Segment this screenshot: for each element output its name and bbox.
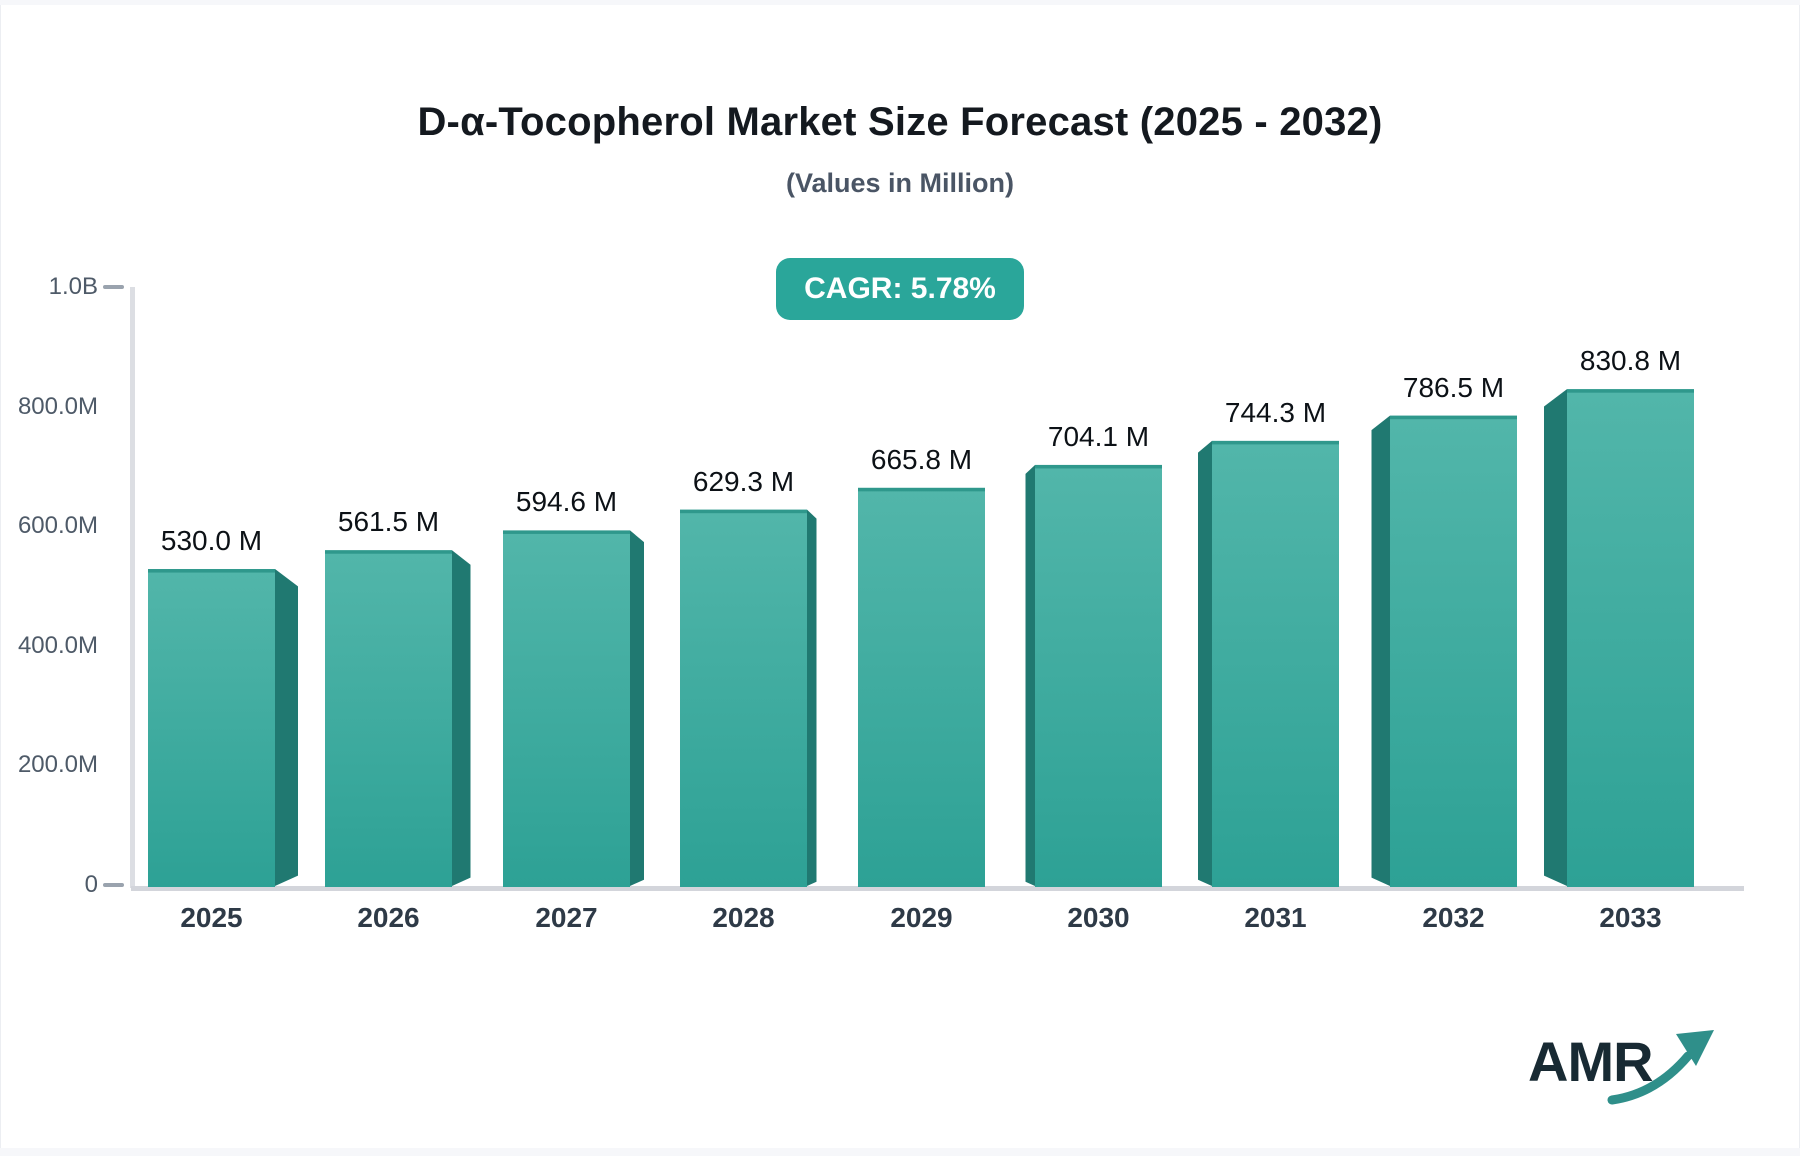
- x-tick-label: 2032: [1422, 902, 1485, 933]
- bar-value-label: 530.0 M: [160, 525, 263, 557]
- y-tick-label: 800.0M: [17, 392, 98, 420]
- bar-top-edge: [1212, 440, 1339, 445]
- bar-2027: [503, 530, 630, 887]
- y-tick-label: 600.0M: [17, 512, 98, 540]
- bar-side-panel: [1544, 389, 1567, 886]
- bar-2030: [1035, 464, 1162, 887]
- x-tick-label: 2030: [1067, 902, 1130, 933]
- bar-value-label: 830.8 M: [1579, 345, 1682, 377]
- cagr-badge: CAGR: 5.78%: [776, 258, 1024, 320]
- y-tick-label: 0: [84, 871, 98, 898]
- x-tick-label: 2026: [357, 902, 420, 933]
- x-axis-line: [131, 886, 1744, 891]
- bar-2028: [680, 509, 807, 887]
- bar-value-label: 786.5 M: [1402, 371, 1505, 403]
- bar-2032: [1390, 415, 1517, 887]
- bar-top-edge: [325, 550, 452, 554]
- bar-value-label: 665.8 M: [870, 443, 973, 475]
- bar-side-panel: [1371, 415, 1390, 886]
- y-tick-label: 1.0B: [48, 273, 98, 300]
- bar-value-label: 629.3 M: [692, 465, 795, 497]
- y-axis-line: [130, 287, 135, 888]
- bar-side-panel: [630, 530, 644, 886]
- x-tick-label: 2028: [712, 902, 775, 933]
- x-tick-label: 2027: [535, 902, 598, 933]
- cagr-badge-row: CAGR: 5.78%: [0, 258, 1800, 320]
- bar-2026: [325, 550, 452, 887]
- bar-top-edge: [148, 569, 275, 573]
- chart-subtitle: (Values in Million): [785, 168, 1015, 198]
- amr-logo: AMR: [1528, 1026, 1728, 1116]
- x-tick-label: 2031: [1244, 902, 1307, 933]
- amr-logo-text: AMR: [1528, 1030, 1654, 1093]
- bar-top-edge: [503, 530, 630, 534]
- bar-top-edge: [1567, 389, 1694, 393]
- y-tick-dash: [103, 285, 124, 289]
- trend-up-arrow-icon: [1607, 1030, 1714, 1105]
- bar-side-panel: [452, 550, 471, 886]
- bar-side-panel: [1198, 440, 1212, 886]
- x-tick-label: 2033: [1599, 902, 1662, 933]
- bar-value-label: 594.6 M: [515, 486, 618, 518]
- bar-2031: [1212, 440, 1339, 887]
- bar-side-panel: [275, 569, 298, 886]
- top-edge-strip: [0, 0, 1800, 5]
- bar-2033: [1567, 389, 1694, 887]
- bar-top-edge: [1390, 415, 1517, 420]
- y-tick-label: 200.0M: [17, 751, 98, 779]
- x-tick-label: 2029: [890, 902, 953, 933]
- bar-side-panel: [807, 509, 817, 886]
- bar-value-label: 561.5 M: [337, 506, 440, 538]
- bar-top-edge: [1035, 464, 1162, 469]
- bar-top-edge: [680, 509, 807, 514]
- y-tick-dash: [103, 883, 124, 887]
- bottom-edge-strip: [0, 1148, 1800, 1156]
- bar-top-edge: [858, 487, 985, 492]
- bar-2025: [148, 569, 275, 887]
- y-tick-label: 400.0M: [17, 631, 98, 659]
- bar-value-label: 704.1 M: [1047, 420, 1150, 452]
- bar-side-panel: [1025, 464, 1035, 886]
- x-tick-label: 2025: [180, 902, 243, 933]
- chart-title: D-α-Tocopherol Market Size Forecast (202…: [417, 100, 1383, 144]
- bar-value-label: 744.3 M: [1224, 396, 1327, 428]
- bar-2029: [858, 487, 985, 887]
